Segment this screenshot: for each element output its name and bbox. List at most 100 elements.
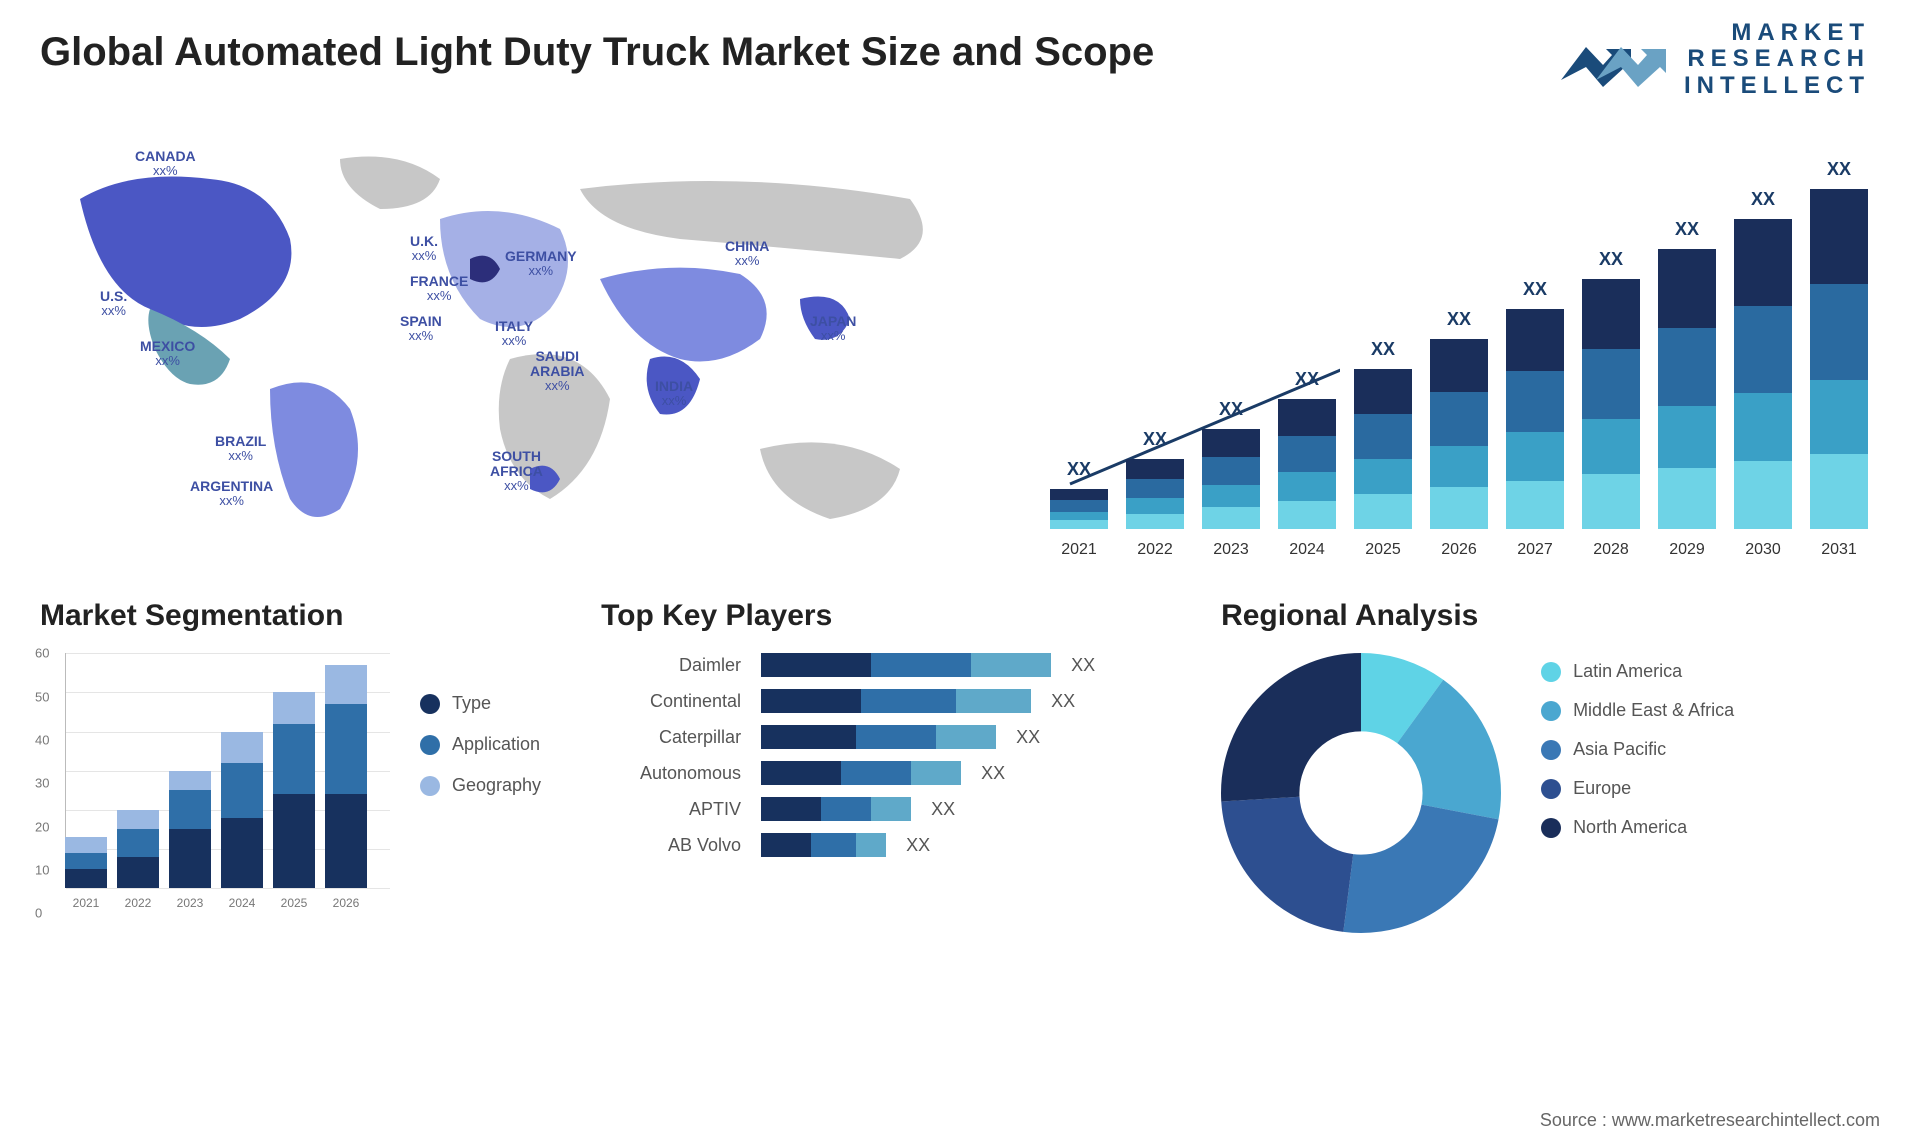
key-player-row: DaimlerXX <box>601 653 1161 677</box>
seg-y-tick: 10 <box>35 862 49 877</box>
bar-value-label: XX <box>1675 219 1699 240</box>
key-players-title: Top Key Players <box>601 599 1161 633</box>
bar-value-label: XX <box>1599 249 1623 270</box>
key-player-row: AB VolvoXX <box>601 833 1161 857</box>
bar-x-label: 2029 <box>1669 541 1705 559</box>
source-text: Source : www.marketresearchintellect.com <box>1540 1110 1880 1131</box>
key-player-row: Caterpillar XX <box>601 725 1161 749</box>
seg-y-tick: 60 <box>35 646 49 661</box>
bar-value-label: XX <box>1143 429 1167 450</box>
key-player-value: XX <box>981 763 1005 784</box>
key-player-value: XX <box>1051 691 1075 712</box>
key-player-name: AB Volvo <box>601 835 741 856</box>
main-bar: XX2031 <box>1810 189 1868 529</box>
key-player-name: Autonomous <box>601 763 741 784</box>
main-bar: XX2026 <box>1430 339 1488 529</box>
seg-bar: 2021 <box>65 837 107 888</box>
bar-x-label: 2022 <box>1137 541 1173 559</box>
bar-x-label: 2024 <box>1289 541 1325 559</box>
logo-line1: MARKET <box>1684 20 1870 46</box>
seg-bar: 2024 <box>221 732 263 889</box>
logo-icon <box>1556 25 1666 95</box>
key-player-name: Continental <box>601 691 741 712</box>
seg-y-tick: 40 <box>35 732 49 747</box>
legend-item: Application <box>420 734 541 755</box>
main-bar: XX2030 <box>1734 219 1792 529</box>
seg-x-label: 2023 <box>177 896 204 910</box>
legend-item: Europe <box>1541 778 1734 799</box>
bar-value-label: XX <box>1295 369 1319 390</box>
map-label: GERMANYxx% <box>505 249 577 277</box>
map-label: INDIAxx% <box>655 379 693 407</box>
seg-bar: 2025 <box>273 692 315 888</box>
main-bar: XX2028 <box>1582 279 1640 529</box>
map-label: BRAZILxx% <box>215 434 266 462</box>
main-bar: XX2022 <box>1126 459 1184 529</box>
map-label: CHINAxx% <box>725 239 769 267</box>
bar-value-label: XX <box>1067 459 1091 480</box>
bar-x-label: 2030 <box>1745 541 1781 559</box>
map-label: SPAINxx% <box>400 314 442 342</box>
bar-value-label: XX <box>1447 309 1471 330</box>
map-label: U.S.xx% <box>100 289 127 317</box>
segmentation-panel: Market Segmentation 20212022202320242025… <box>40 599 541 933</box>
page-title: Global Automated Light Duty Truck Market… <box>40 30 1154 75</box>
world-map-panel: CANADAxx% U.S.xx% MEXICOxx% BRAZILxx% ARGENT… <box>40 129 1000 559</box>
bar-value-label: XX <box>1219 399 1243 420</box>
legend-item: Middle East & Africa <box>1541 700 1734 721</box>
seg-y-tick: 0 <box>35 906 42 921</box>
main-bar: XX2029 <box>1658 249 1716 529</box>
map-label: JAPANxx% <box>810 314 856 342</box>
bar-x-label: 2023 <box>1213 541 1249 559</box>
seg-bar: 2023 <box>169 771 211 889</box>
logo: MARKET RESEARCH INTELLECT <box>1556 20 1870 99</box>
key-player-name: APTIV <box>601 799 741 820</box>
seg-x-label: 2021 <box>73 896 100 910</box>
key-player-row: Autonomous XX <box>601 761 1161 785</box>
seg-x-label: 2022 <box>125 896 152 910</box>
bar-value-label: XX <box>1523 279 1547 300</box>
map-label: ITALYxx% <box>495 319 533 347</box>
bar-x-label: 2031 <box>1821 541 1857 559</box>
seg-y-tick: 50 <box>35 689 49 704</box>
legend-item: Geography <box>420 775 541 796</box>
bar-x-label: 2021 <box>1061 541 1097 559</box>
legend-item: Type <box>420 693 541 714</box>
seg-x-label: 2026 <box>333 896 360 910</box>
legend-item: Asia Pacific <box>1541 739 1734 760</box>
map-label: MEXICOxx% <box>140 339 195 367</box>
key-player-name: Daimler <box>601 655 741 676</box>
legend-item: Latin America <box>1541 661 1734 682</box>
segmentation-title: Market Segmentation <box>40 599 541 633</box>
key-player-row: APTIV XX <box>601 797 1161 821</box>
seg-x-label: 2025 <box>281 896 308 910</box>
map-label: ARGENTINAxx% <box>190 479 273 507</box>
main-bar: XX2024 <box>1278 399 1336 529</box>
key-player-name: Caterpillar <box>601 727 741 748</box>
regional-legend: Latin America Middle East & Africa Asia Pa… <box>1541 653 1734 933</box>
regional-panel: Regional Analysis Latin America Middle Ea… <box>1221 599 1734 933</box>
main-bar: XX2021 <box>1050 489 1108 529</box>
segmentation-chart: 202120222023202420252026 0102030405060 <box>40 653 390 913</box>
bar-x-label: 2025 <box>1365 541 1401 559</box>
map-label: U.K.xx% <box>410 234 438 262</box>
bar-x-label: 2028 <box>1593 541 1629 559</box>
logo-line3: INTELLECT <box>1684 73 1870 99</box>
legend-item: North America <box>1541 817 1734 838</box>
regional-donut <box>1221 653 1501 933</box>
map-label: SAUDIARABIAxx% <box>530 349 584 392</box>
map-label: CANADAxx% <box>135 149 196 177</box>
key-player-value: XX <box>931 799 955 820</box>
bar-value-label: XX <box>1827 159 1851 180</box>
bar-x-label: 2026 <box>1441 541 1477 559</box>
bar-value-label: XX <box>1371 339 1395 360</box>
logo-line2: RESEARCH <box>1684 46 1870 72</box>
regional-title: Regional Analysis <box>1221 599 1734 633</box>
main-bar: XX2023 <box>1202 429 1260 529</box>
segmentation-legend: Type Application Geography <box>420 653 541 913</box>
key-players-panel: Top Key Players DaimlerXXContinentalXXCa… <box>601 599 1161 933</box>
seg-bar: 2022 <box>117 810 159 888</box>
seg-y-tick: 30 <box>35 776 49 791</box>
key-player-value: XX <box>1016 727 1040 748</box>
map-label: FRANCExx% <box>410 274 468 302</box>
